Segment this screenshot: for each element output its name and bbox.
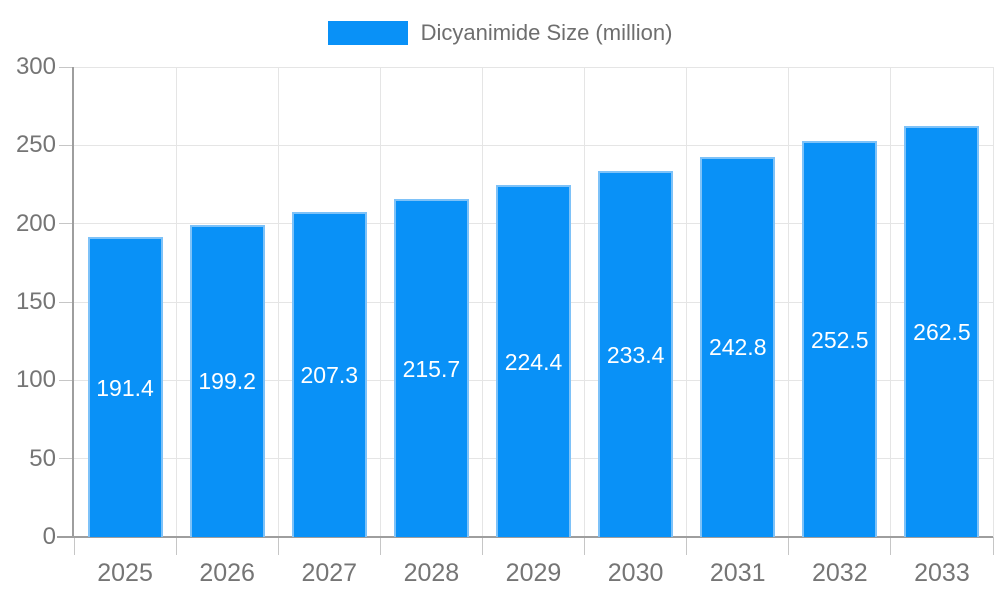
y-axis-line: [72, 67, 74, 537]
y-axis-label: 100: [15, 366, 56, 394]
bar[interactable]: 215.7: [393, 199, 469, 537]
x-tick: [175, 537, 177, 555]
x-axis-label: 2026: [199, 559, 255, 587]
y-axis-label: 200: [15, 209, 56, 237]
bar[interactable]: 207.3: [291, 212, 367, 537]
x-axis-label: 2029: [505, 559, 562, 587]
legend[interactable]: Dicyanimide Size (million): [0, 18, 1000, 48]
x-gridline: [686, 67, 688, 537]
bar-value-label: 191.4: [96, 374, 154, 401]
x-axis-label: 2033: [914, 559, 970, 587]
bar-value-label: 199.2: [198, 368, 256, 395]
x-gridline: [379, 67, 381, 537]
y-gridline: [74, 66, 993, 68]
x-axis-label: 2032: [812, 559, 868, 587]
y-axis-label: 50: [29, 444, 56, 472]
x-axis-label: 2027: [301, 559, 358, 587]
x-gridline: [890, 67, 892, 537]
bar-value-label: 252.5: [811, 326, 869, 353]
bar[interactable]: 199.2: [189, 224, 265, 537]
bar-value-label: 207.3: [300, 362, 359, 389]
x-tick: [890, 537, 892, 555]
x-tick: [992, 537, 994, 555]
x-gridline: [584, 67, 586, 537]
x-axis-label: 2028: [403, 559, 460, 587]
x-axis-label: 2025: [97, 559, 153, 587]
y-axis-label: 0: [42, 523, 56, 550]
bar[interactable]: 191.4: [87, 237, 163, 537]
bar[interactable]: 233.4: [598, 171, 674, 537]
x-gridline: [175, 67, 177, 537]
bar[interactable]: 252.5: [802, 141, 878, 537]
bar-value-label: 242.8: [708, 334, 767, 361]
y-tick: [59, 223, 74, 225]
x-tick: [277, 537, 279, 555]
x-axis-line: [57, 536, 993, 538]
x-tick: [379, 537, 381, 555]
bar-value-label: 215.7: [402, 355, 461, 382]
bar[interactable]: 224.4: [496, 185, 571, 537]
x-gridline: [788, 67, 790, 537]
bar-value-label: 224.4: [504, 348, 563, 375]
y-gridline: [74, 144, 993, 146]
legend-label[interactable]: Dicyanimide Size (million): [420, 20, 673, 45]
x-tick: [73, 537, 75, 555]
x-tick: [686, 537, 688, 555]
y-axis-label: 300: [15, 53, 56, 80]
x-tick: [584, 537, 586, 555]
legend-swatch[interactable]: [327, 21, 408, 45]
y-tick: [59, 66, 74, 68]
x-gridline: [992, 67, 994, 537]
x-axis-label: 2031: [709, 559, 766, 587]
y-tick: [59, 301, 74, 303]
bar[interactable]: 242.8: [700, 156, 776, 537]
x-gridline: [481, 67, 483, 537]
y-axis-label: 250: [15, 131, 56, 159]
bar-value-label: 262.5: [913, 318, 971, 345]
y-axis-label: 150: [15, 288, 56, 315]
x-axis-label: 2030: [607, 559, 664, 587]
x-tick: [788, 537, 790, 555]
bar-value-label: 233.4: [606, 341, 665, 368]
bar[interactable]: 262.5: [904, 125, 980, 537]
y-tick: [59, 458, 74, 460]
y-tick: [59, 379, 74, 381]
x-gridline: [277, 67, 279, 537]
y-tick: [59, 144, 74, 146]
x-tick: [481, 537, 483, 555]
